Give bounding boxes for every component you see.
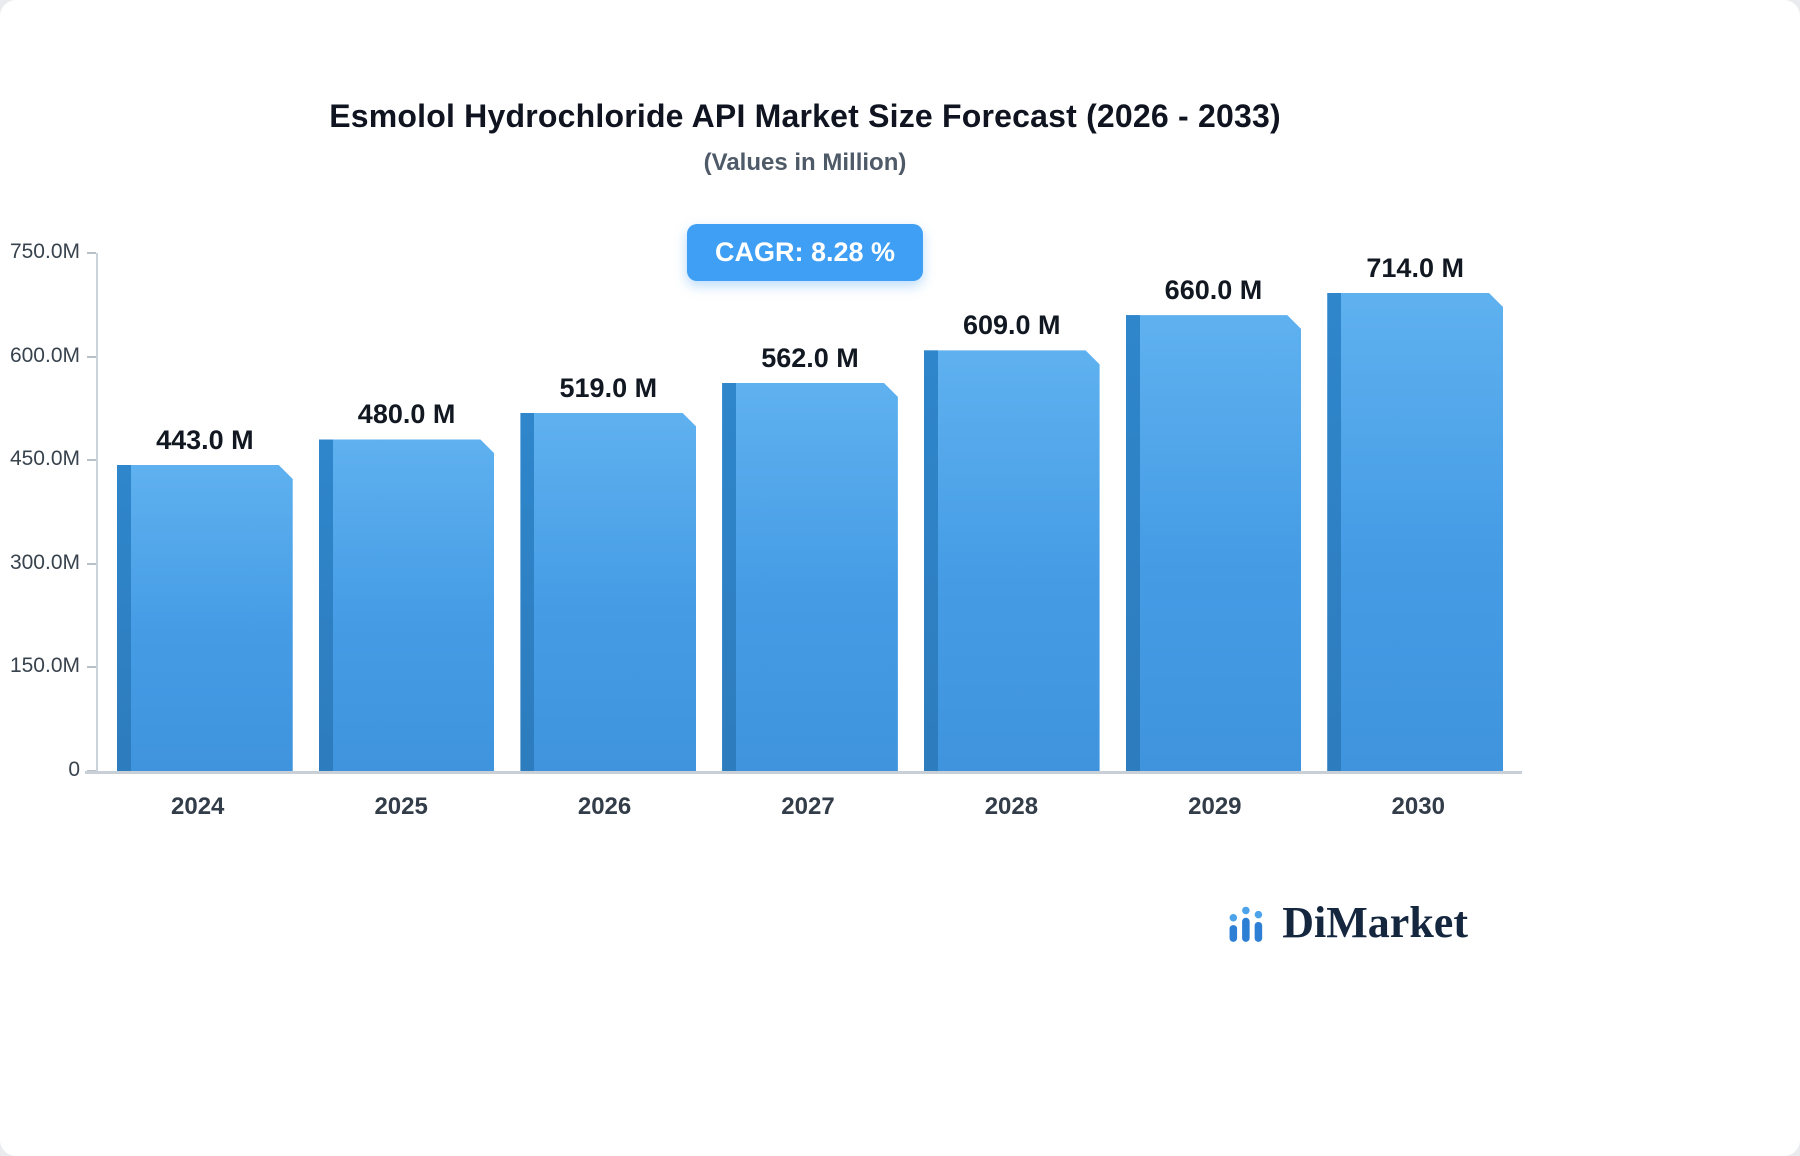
y-tick-mark bbox=[87, 252, 96, 254]
dimarket-bars-icon bbox=[1229, 906, 1263, 942]
bar-column: 660.0 M bbox=[1126, 253, 1302, 771]
y-tick-mark bbox=[87, 666, 96, 669]
x-tick-label: 2024 bbox=[171, 793, 225, 820]
y-tick-label: 150.0M bbox=[9, 654, 80, 678]
chart-subtitle: (Values in Million) bbox=[703, 149, 907, 176]
bar-2030 bbox=[1327, 293, 1503, 771]
bar-column: 480.0 M bbox=[319, 253, 495, 771]
bar-column: 714.0 M bbox=[1327, 253, 1503, 771]
y-tick-mark bbox=[87, 459, 96, 462]
cagr-badge: CAGR: 8.28 % bbox=[686, 224, 924, 281]
bar-2025 bbox=[319, 439, 495, 771]
header: Esmolol Hydrochloride API Market Size Fo… bbox=[0, 0, 1610, 177]
x-tick-label: 2026 bbox=[577, 793, 632, 820]
bar-value-label: 660.0 M bbox=[1164, 275, 1263, 306]
bar-column: 609.0 M bbox=[924, 253, 1100, 771]
bar-column: 443.0 M bbox=[117, 253, 293, 771]
bar-value-label: 443.0 M bbox=[156, 425, 254, 456]
y-axis: 750.0M 600.0M 450.0M 300.0M 150.0M 0 bbox=[0, 240, 96, 781]
x-tick-label: 2028 bbox=[984, 793, 1039, 820]
x-tick-label: 2027 bbox=[781, 793, 835, 820]
x-tick-label: 2029 bbox=[1188, 793, 1242, 820]
bar-column: 562.0 M bbox=[722, 253, 898, 771]
x-tick-label: 2025 bbox=[374, 793, 428, 820]
bar-value-label: 562.0 M bbox=[761, 342, 859, 373]
bar-2026 bbox=[520, 413, 696, 771]
y-tick-label: 300.0M bbox=[9, 550, 80, 574]
bar-column: 519.0 M bbox=[520, 253, 696, 771]
bar-value-label: 480.0 M bbox=[357, 399, 456, 430]
bars: 443.0 M 480.0 M 519.0 M 562.0 M 609.0 M 660.0… bbox=[98, 253, 1522, 771]
y-tick-label: 450.0M bbox=[9, 447, 80, 471]
dimarket-wordmark: DiMarket bbox=[1282, 898, 1468, 947]
plot-area: 443.0 M 480.0 M 519.0 M 562.0 M 609.0 M 660.0… bbox=[85, 253, 1522, 774]
y-tick-mark bbox=[87, 562, 96, 565]
chart-title: Esmolol Hydrochloride API Market Size Fo… bbox=[329, 98, 1281, 134]
x-axis: 2024 2025 2026 2027 2028 2029 2030 bbox=[96, 771, 1520, 821]
bar-value-label: 519.0 M bbox=[559, 372, 658, 403]
bar-value-label: 714.0 M bbox=[1366, 253, 1464, 283]
bar-value-label: 609.0 M bbox=[962, 310, 1061, 341]
bar-2029 bbox=[1126, 315, 1302, 771]
dimarket-logo: DiMarket bbox=[1226, 900, 1468, 946]
bar-2024 bbox=[117, 465, 293, 771]
y-tick-label: 750.0M bbox=[9, 240, 80, 263]
bar-2028 bbox=[924, 350, 1100, 771]
y-tick-mark bbox=[87, 355, 96, 358]
y-tick-label: 600.0M bbox=[9, 343, 80, 367]
x-tick-label: 2030 bbox=[1391, 793, 1445, 820]
y-tick-label: 0 bbox=[68, 758, 80, 781]
bar-2027 bbox=[722, 383, 898, 771]
